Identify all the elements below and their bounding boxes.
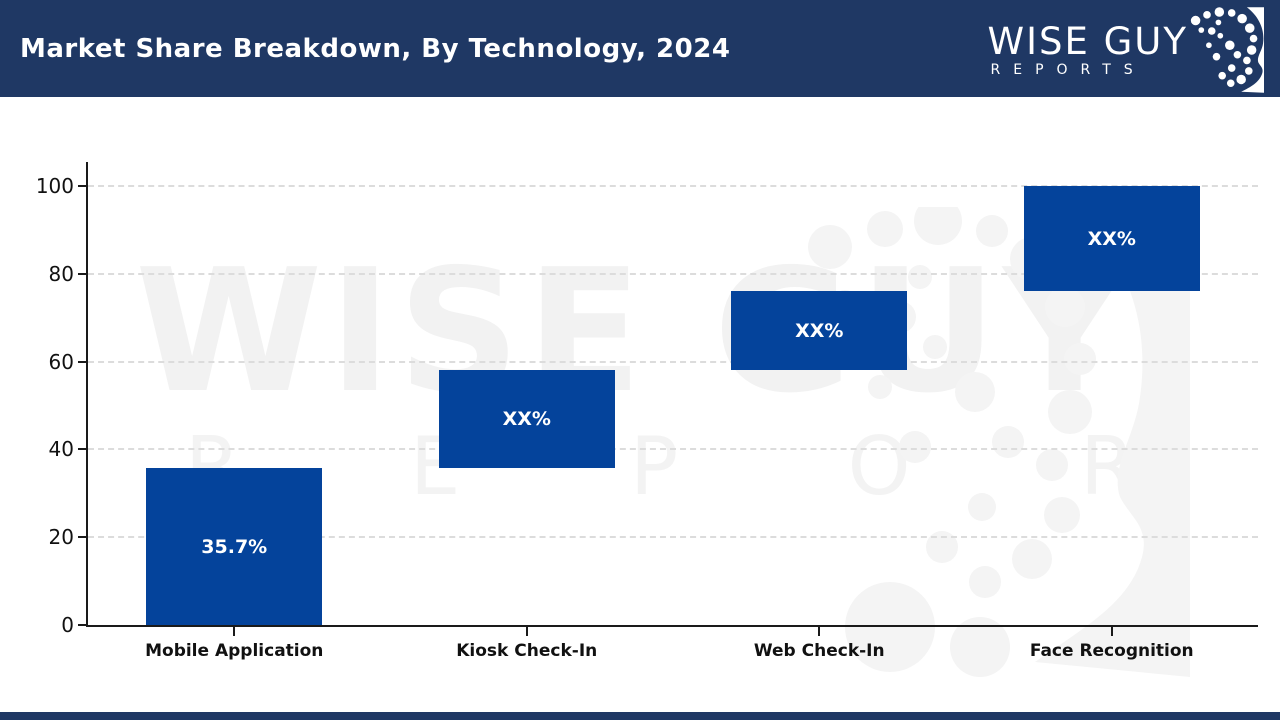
brand-name: WISE GUY [987,20,1188,63]
bar-mobile-application: 35.7% [146,468,323,625]
x-category-label: Kiosk Check-In [456,641,598,661]
header-banner: Market Share Breakdown, By Technology, 2… [0,0,1280,97]
bar-value-label: XX% [1087,227,1136,250]
brand-subtitle: REPORTS [990,62,1146,78]
chart-canvas: WISE GUY R E P O R T S 02040608010035.7%… [0,97,1280,712]
y-axis-line [86,162,88,627]
y-tick-label-60: 60 [48,349,74,374]
gridline-80 [88,272,1258,275]
x-axis-line [86,625,1258,627]
footer-bar [0,712,1280,720]
x-tick-3 [1110,627,1113,636]
gridline-20 [88,536,1258,539]
gridline-100 [88,185,1258,187]
face-profile-logo-icon [1190,7,1264,93]
y-tick-100 [78,185,86,187]
y-tick-60 [78,360,86,363]
y-tick-80 [78,272,86,275]
x-tick-1 [525,627,528,636]
y-tick-0 [78,624,86,626]
x-tick-2 [818,627,821,636]
x-tick-0 [233,627,236,636]
bar-kiosk-check-in: XX% [438,370,615,469]
bar-face-recognition: XX% [1023,186,1200,292]
bar-value-label: XX% [795,319,844,342]
bar-web-check-in: XX% [731,291,908,371]
gridline-40 [88,448,1258,451]
brand-logo: WISE GUY REPORTS [987,7,1264,93]
y-tick-label-100: 100 [35,174,74,198]
y-tick-label-0: 0 [61,613,74,637]
x-category-label: Face Recognition [1029,641,1194,661]
y-tick-40 [78,448,86,451]
bar-value-label: 35.7% [201,535,268,558]
chart-title: Market Share Breakdown, By Technology, 2… [20,33,731,64]
x-category-label: Mobile Application [145,641,324,661]
x-category-label: Web Check-In [753,641,885,661]
y-tick-label-80: 80 [48,261,74,286]
bar-value-label: XX% [502,408,551,431]
gridline-60 [88,360,1258,363]
y-tick-label-40: 40 [48,437,74,462]
y-tick-label-20: 20 [48,525,74,550]
y-tick-20 [78,536,86,539]
